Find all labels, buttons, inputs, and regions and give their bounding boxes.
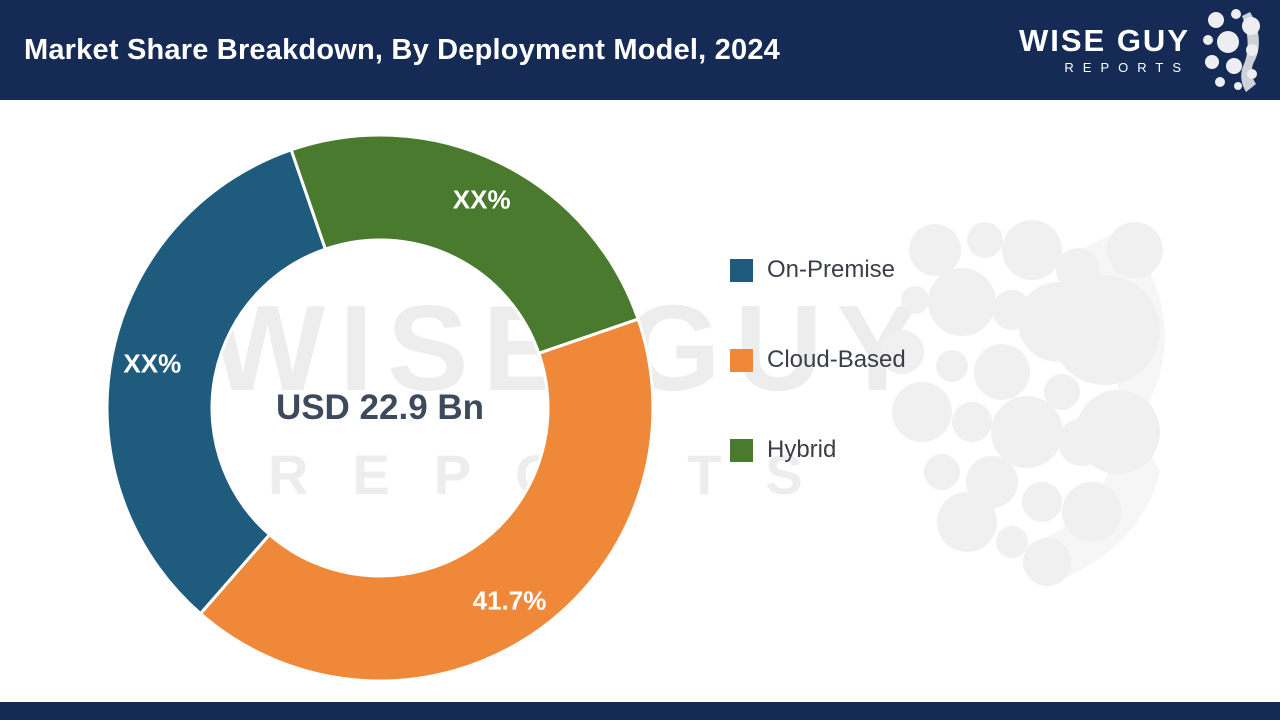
header-bar: Market Share Breakdown, By Deployment Mo…: [0, 0, 1280, 100]
legend-swatch-on-premise: [730, 258, 753, 282]
wise-guy-reports-logo: WISE GUY REPORTS: [1019, 4, 1262, 96]
legend-item-cloud-based: Cloud-Based: [730, 346, 906, 374]
footer-bar: [0, 702, 1280, 720]
logo-head-icon: [1203, 9, 1260, 92]
legend-item-on-premise: On-Premise: [730, 256, 906, 284]
logo-wordmark: WISE GUY: [1018, 23, 1190, 59]
page-title: Market Share Breakdown, By Deployment Mo…: [24, 33, 780, 66]
legend-swatch-hybrid: [730, 438, 753, 462]
slice-label-cloud-based: 41.7%: [473, 585, 547, 615]
legend-label-hybrid: Hybrid: [767, 436, 837, 463]
donut-segment-on-premise: [105, 148, 327, 616]
slice-label-on-premise: XX%: [123, 348, 181, 378]
legend-item-hybrid: Hybrid: [730, 436, 906, 464]
legend-swatch-cloud-based: [730, 348, 753, 372]
legend-label-cloud-based: Cloud-Based: [767, 346, 906, 373]
logo-subtext: REPORTS: [1064, 59, 1190, 75]
legend-label-on-premise: On-Premise: [767, 256, 896, 283]
logo-text: WISE GUY REPORTS: [1019, 25, 1190, 75]
slice-label-hybrid: XX%: [453, 184, 511, 214]
chart-center-value: USD 22.9 Bn: [275, 388, 485, 427]
donut-segment-cloud-based: [198, 317, 655, 683]
donut-segment-hybrid: [289, 133, 640, 355]
chart-legend: On-Premise Cloud-Based Hybrid: [730, 256, 906, 464]
